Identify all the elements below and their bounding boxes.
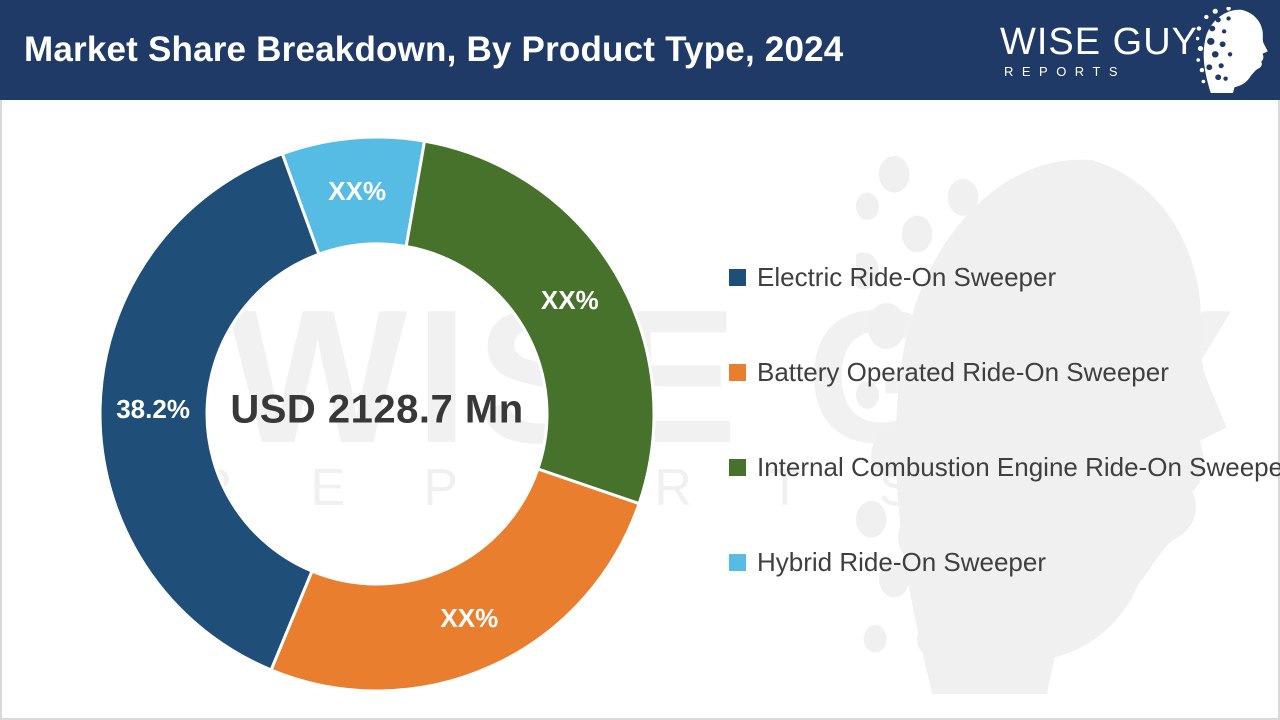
legend-item-internal-combustion: Internal Combustion Engine Ride-On Sweep… [729, 451, 1280, 482]
donut-chart: XX% XX% XX% 38.2% [98, 135, 656, 693]
logo-primary-text: WISE GUY [999, 20, 1198, 63]
header: Market Share Breakdown, By Product Type,… [0, 0, 1280, 100]
legend-item-label: Electric Ride-On Sweeper [757, 261, 1057, 292]
legend-item-label: Battery Operated Ride-On Sweeper [757, 356, 1169, 387]
legend-swatch-battery [729, 363, 746, 381]
legend-item-electric: Electric Ride-On Sweeper [729, 261, 1280, 292]
wiseguy-head-watermark [856, 155, 1227, 694]
slice-value-label: 38.2% [116, 394, 190, 424]
slice-value-label: XX% [440, 603, 498, 633]
legend-swatch-internal-combustion [729, 458, 746, 476]
legend-item-label: Internal Combustion Engine Ride-On Sweep… [757, 451, 1280, 482]
legend-item-hybrid: Hybrid Ride-On Sweeper [729, 546, 1280, 577]
page-title: Market Share Breakdown, By Product Type,… [24, 30, 844, 69]
wiseguy-logo: WISE GUY REPORTS [1000, 0, 1270, 100]
donut-slice-battery-operated-ride-on-sweeper [269, 467, 641, 693]
center-value-label: USD 2128.7 Mn [230, 387, 524, 432]
wiseguy-logo-face-icon [1196, 7, 1268, 93]
legend-swatch-electric [729, 268, 746, 286]
legend-item-label: Hybrid Ride-On Sweeper [757, 546, 1047, 577]
slice-value-label: XX% [541, 285, 599, 315]
legend: Electric Ride-On Sweeper Battery Operate… [729, 261, 1280, 644]
legend-item-battery: Battery Operated Ride-On Sweeper [729, 356, 1280, 387]
logo-secondary-text: REPORTS [1003, 63, 1127, 79]
donut-slice-electric-ride-on-sweeper [98, 152, 321, 672]
logo-text: WISE GUY REPORTS [1000, 23, 1198, 78]
donut-slice-internal-combustion-engine-ride-on-sweeper [404, 139, 656, 506]
slice-value-label: XX% [328, 176, 386, 206]
legend-swatch-hybrid [729, 553, 746, 571]
